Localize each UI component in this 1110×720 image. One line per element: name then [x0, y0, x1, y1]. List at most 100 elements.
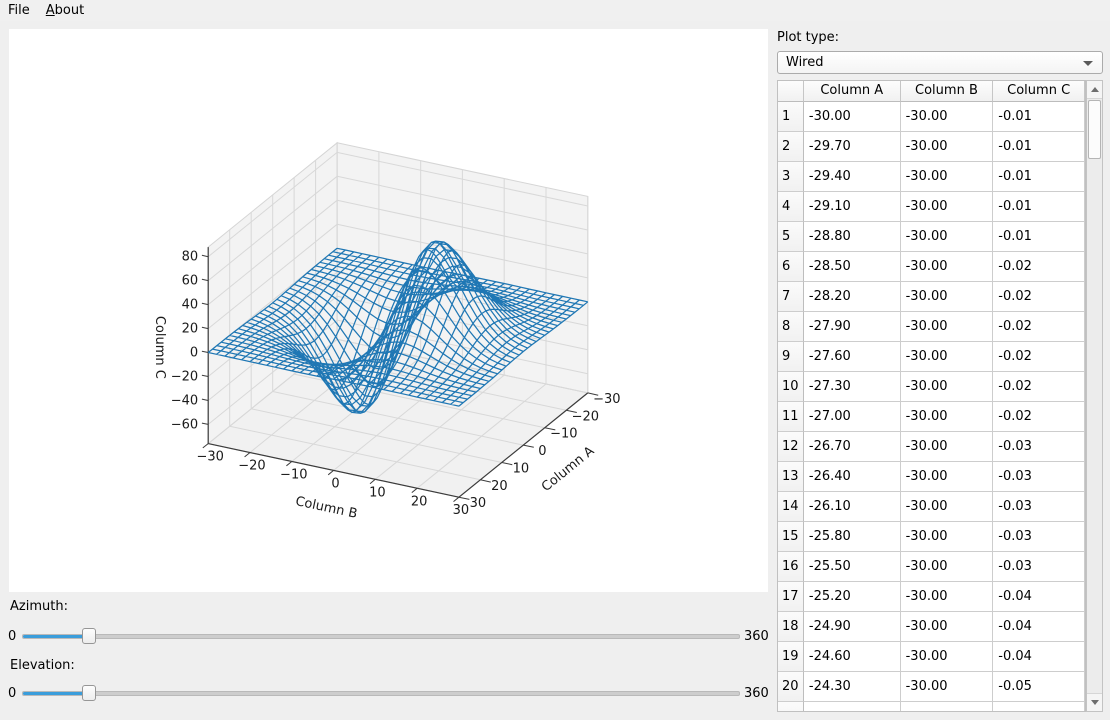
table-row[interactable]: 14 -26.10 -30.00 -0.03 — [778, 492, 1085, 522]
table-row[interactable]: 13 -26.40 -30.00 -0.03 — [778, 462, 1085, 492]
table-cell[interactable]: -30.00 — [900, 672, 994, 702]
azimuth-slider-fill — [23, 635, 90, 638]
table-cell[interactable]: -30.00 — [900, 402, 994, 432]
table-cell[interactable]: -0.04 — [993, 612, 1085, 642]
table-cell[interactable]: -24.90 — [803, 612, 901, 642]
table-cell[interactable]: -29.10 — [803, 192, 901, 222]
table-row[interactable]: 19 -24.60 -30.00 -0.04 — [778, 642, 1085, 672]
menu-item-about[interactable]: About — [45, 3, 85, 18]
plot-type-combobox[interactable]: Wired — [777, 51, 1103, 74]
table-cell[interactable]: -30.00 — [900, 192, 994, 222]
table-cell[interactable]: -27.30 — [803, 372, 901, 402]
table-cell[interactable]: -26.10 — [803, 492, 901, 522]
table-cell[interactable]: -0.02 — [993, 342, 1085, 372]
table-cell[interactable]: -0.01 — [993, 192, 1085, 222]
table-cell[interactable]: -30.00 — [900, 552, 994, 582]
table-row[interactable]: 4 -29.10 -30.00 -0.01 — [778, 192, 1085, 222]
table-cell[interactable]: -27.00 — [803, 402, 901, 432]
table-cell[interactable]: -25.80 — [803, 522, 901, 552]
table-row[interactable]: 8 -27.90 -30.00 -0.02 — [778, 312, 1085, 342]
table-cell[interactable] — [993, 702, 1085, 711]
table-cell[interactable]: -0.03 — [993, 522, 1085, 552]
column-header-b[interactable]: Column B — [900, 81, 994, 102]
table-cell[interactable]: -0.01 — [993, 132, 1085, 162]
table-cell[interactable]: -0.01 — [993, 222, 1085, 252]
table-cell[interactable]: -26.70 — [803, 432, 901, 462]
table-cell[interactable]: -30.00 — [900, 252, 994, 282]
table-cell[interactable]: -0.02 — [993, 312, 1085, 342]
elevation-slider-track[interactable] — [22, 691, 740, 696]
table-cell[interactable]: -30.00 — [900, 372, 994, 402]
table-cell[interactable]: -0.03 — [993, 492, 1085, 522]
table-row[interactable]: 16 -25.50 -30.00 -0.03 — [778, 552, 1085, 582]
table-cell[interactable]: -0.02 — [993, 402, 1085, 432]
table-cell[interactable]: -0.02 — [993, 372, 1085, 402]
table-cell[interactable]: -30.00 — [900, 102, 994, 132]
table-cell[interactable] — [803, 702, 901, 711]
table-cell[interactable]: -30.00 — [900, 162, 994, 192]
scrollbar-up-button[interactable] — [1087, 81, 1102, 99]
table-cell[interactable]: -30.00 — [900, 132, 994, 162]
azimuth-slider-track[interactable] — [22, 634, 740, 639]
table-cell[interactable]: -30.00 — [900, 612, 994, 642]
table-cell[interactable]: -0.01 — [993, 102, 1085, 132]
table-cell[interactable]: -0.01 — [993, 162, 1085, 192]
column-header-c[interactable]: Column C — [993, 81, 1085, 102]
table-row[interactable]: 15 -25.80 -30.00 -0.03 — [778, 522, 1085, 552]
table-row[interactable]: 6 -28.50 -30.00 -0.02 — [778, 252, 1085, 282]
scrollbar-down-button[interactable] — [1087, 693, 1102, 711]
table-row[interactable] — [778, 702, 1085, 711]
column-header-a[interactable]: Column A — [803, 81, 901, 102]
elevation-slider-handle[interactable] — [82, 685, 96, 701]
table-cell[interactable]: -27.90 — [803, 312, 901, 342]
table-row[interactable]: 5 -28.80 -30.00 -0.01 — [778, 222, 1085, 252]
table-cell[interactable]: -0.03 — [993, 432, 1085, 462]
table-cell[interactable] — [900, 702, 994, 711]
table-row[interactable]: 10 -27.30 -30.00 -0.02 — [778, 372, 1085, 402]
table-row[interactable]: 12 -26.70 -30.00 -0.03 — [778, 432, 1085, 462]
table-cell[interactable]: -30.00 — [900, 312, 994, 342]
table-cell[interactable]: -30.00 — [900, 282, 994, 312]
table-cell[interactable]: -30.00 — [900, 492, 994, 522]
table-cell[interactable]: -0.04 — [993, 642, 1085, 672]
table-cell[interactable]: -30.00 — [900, 222, 994, 252]
table-row[interactable]: 20 -24.30 -30.00 -0.05 — [778, 672, 1085, 702]
table-cell[interactable]: -28.20 — [803, 282, 901, 312]
table-cell[interactable]: -30.00 — [900, 582, 994, 612]
table-cell[interactable]: -30.00 — [900, 522, 994, 552]
table-cell[interactable]: -28.80 — [803, 222, 901, 252]
table-cell[interactable]: -0.04 — [993, 582, 1085, 612]
scrollbar-thumb[interactable] — [1088, 100, 1101, 159]
table-cell[interactable]: -24.60 — [803, 642, 901, 672]
table-row[interactable]: 11 -27.00 -30.00 -0.02 — [778, 402, 1085, 432]
table-cell[interactable]: -30.00 — [803, 102, 901, 132]
table-cell[interactable]: -24.30 — [803, 672, 901, 702]
menu-item-file[interactable]: File — [8, 3, 30, 18]
table-row[interactable]: 17 -25.20 -30.00 -0.04 — [778, 582, 1085, 612]
table-cell[interactable]: -30.00 — [900, 462, 994, 492]
table-cell[interactable]: -25.50 — [803, 552, 901, 582]
table-cell[interactable]: -0.02 — [993, 252, 1085, 282]
table-cell[interactable]: -26.40 — [803, 462, 901, 492]
table-row[interactable]: 18 -24.90 -30.00 -0.04 — [778, 612, 1085, 642]
table-row[interactable]: 7 -28.20 -30.00 -0.02 — [778, 282, 1085, 312]
table-cell[interactable]: -30.00 — [900, 432, 994, 462]
table-cell[interactable]: -0.05 — [993, 672, 1085, 702]
table-row[interactable]: 9 -27.60 -30.00 -0.02 — [778, 342, 1085, 372]
table-cell[interactable]: -0.02 — [993, 282, 1085, 312]
row-number-cell: 14 — [778, 492, 804, 522]
table-cell[interactable]: -29.70 — [803, 132, 901, 162]
azimuth-slider-handle[interactable] — [82, 628, 96, 644]
table-cell[interactable]: -0.03 — [993, 552, 1085, 582]
table-row[interactable]: 3 -29.40 -30.00 -0.01 — [778, 162, 1085, 192]
table-cell[interactable]: -29.40 — [803, 162, 901, 192]
table-row[interactable]: 1 -30.00 -30.00 -0.01 — [778, 102, 1085, 132]
table-row[interactable]: 2 -29.70 -30.00 -0.01 — [778, 132, 1085, 162]
table-cell[interactable]: -0.03 — [993, 462, 1085, 492]
table-cell[interactable]: -25.20 — [803, 582, 901, 612]
table-scrollbar[interactable] — [1086, 80, 1103, 712]
table-cell[interactable]: -30.00 — [900, 342, 994, 372]
table-cell[interactable]: -30.00 — [900, 642, 994, 672]
table-cell[interactable]: -27.60 — [803, 342, 901, 372]
table-cell[interactable]: -28.50 — [803, 252, 901, 282]
